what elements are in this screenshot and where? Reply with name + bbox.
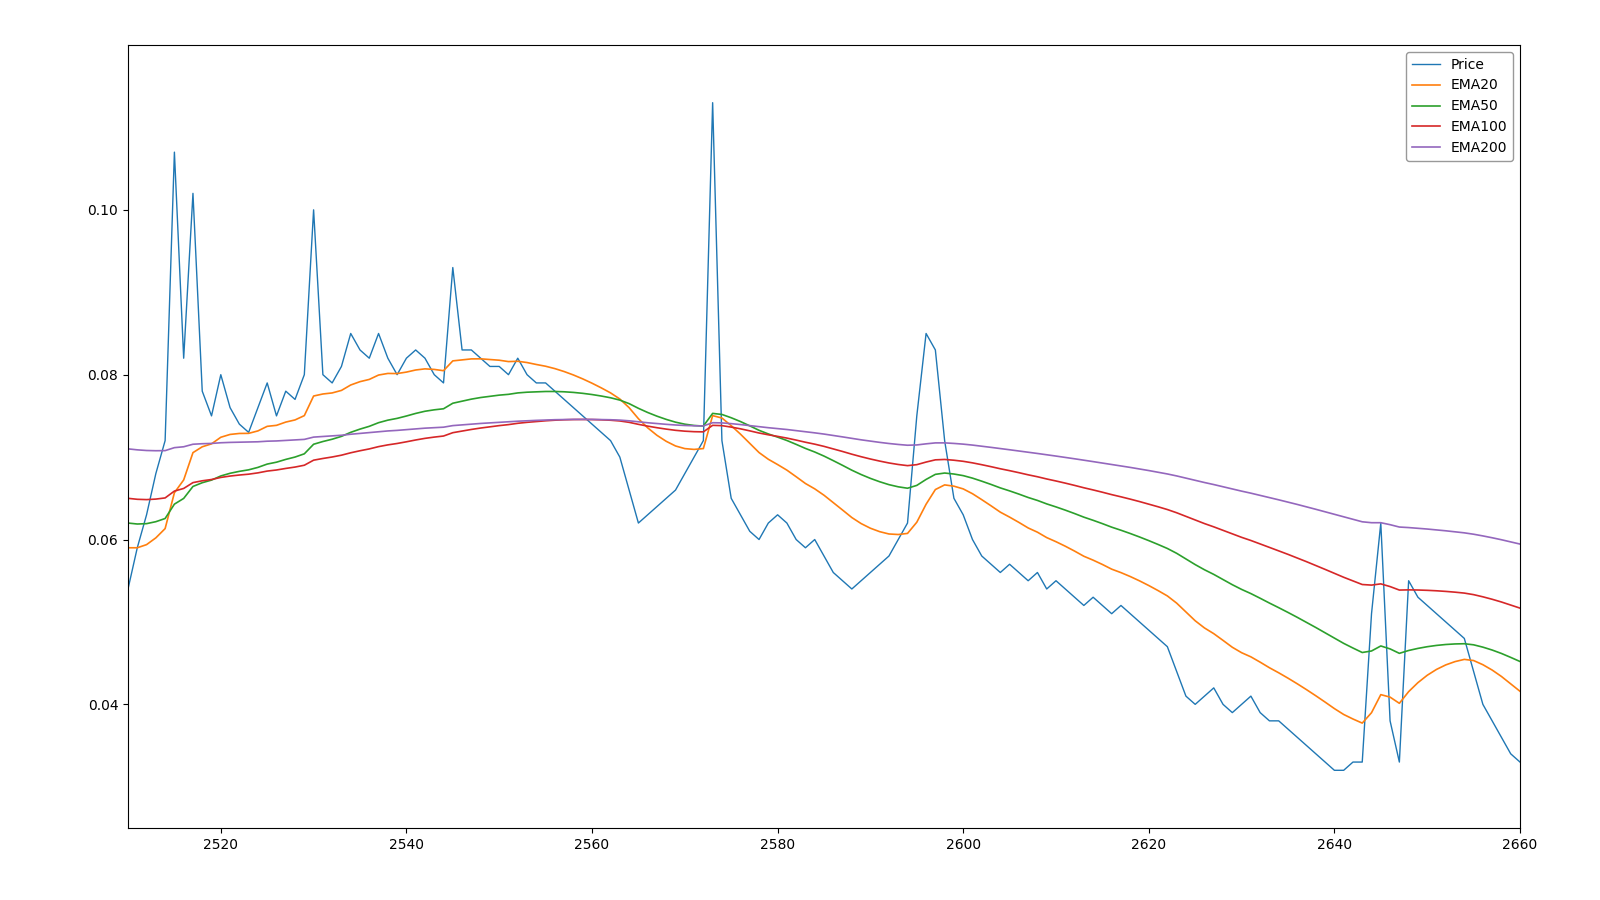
EMA50 [118,518,138,528]
EMA200 [805,428,824,438]
EMA50 [973,476,992,487]
EMA50 [805,446,824,457]
Line: EMA50: EMA50 [128,392,1520,662]
EMA200 [973,441,992,452]
EMA100 [573,414,592,425]
EMA200 [1491,535,1510,545]
Legend: Price, EMA20, EMA50, EMA100, EMA200: Price, EMA20, EMA50, EMA100, EMA200 [1406,52,1514,161]
Line: Price: Price [128,103,1520,770]
EMA200 [118,444,138,454]
EMA20 [1352,717,1371,728]
EMA100 [973,459,992,470]
EMA100 [805,439,824,450]
EMA50 [1510,656,1530,667]
EMA50 [1491,648,1510,659]
EMA20 [973,494,992,505]
EMA20 [1010,517,1029,527]
Line: EMA20: EMA20 [128,359,1520,723]
Price [1102,608,1122,619]
Price [805,534,824,544]
EMA200 [1102,459,1122,470]
EMA50 [1102,522,1122,533]
Price [610,452,629,463]
EMA100 [619,417,638,428]
EMA200 [573,414,592,425]
EMA200 [619,416,638,427]
EMA20 [1510,686,1530,697]
Price [973,551,992,562]
EMA200 [1510,539,1530,550]
EMA100 [1010,467,1029,478]
EMA50 [1010,489,1029,500]
Price [1325,765,1344,776]
EMA20 [805,483,824,494]
EMA50 [619,398,638,409]
Line: EMA200: EMA200 [128,419,1520,544]
EMA100 [1510,603,1530,614]
Price [1010,567,1029,578]
EMA200 [1010,446,1029,456]
Price [118,583,138,594]
EMA20 [1501,679,1520,689]
EMA100 [118,493,138,504]
EMA20 [619,402,638,413]
EMA100 [1102,490,1122,500]
EMA100 [1491,597,1510,608]
Price [702,97,722,108]
EMA20 [118,543,138,553]
Price [1510,757,1530,768]
EMA50 [546,386,565,397]
Price [1501,749,1520,760]
EMA20 [1102,563,1122,574]
Line: EMA100: EMA100 [128,419,1520,608]
EMA20 [470,354,490,364]
